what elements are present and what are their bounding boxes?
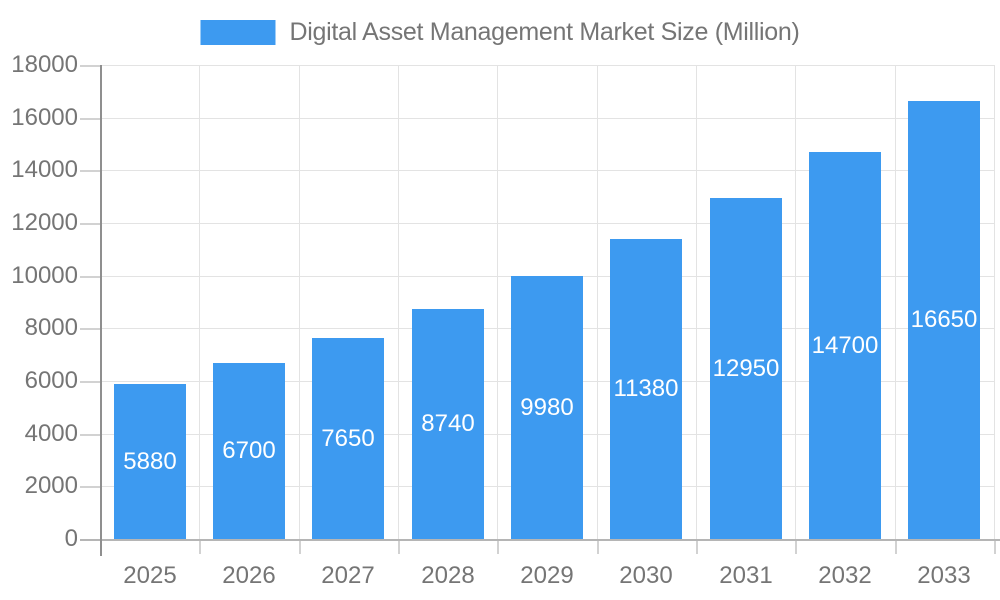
x-gridline (994, 65, 995, 539)
bar[interactable] (312, 338, 384, 539)
x-tick-label: 2028 (421, 562, 475, 589)
y-tick-label: 8000 (24, 314, 78, 341)
bar[interactable] (710, 198, 782, 539)
bar[interactable] (213, 363, 285, 539)
bar[interactable] (114, 384, 186, 539)
legend-label: Digital Asset Management Market Size (Mi… (289, 18, 800, 46)
legend-item[interactable]: Digital Asset Management Market Size (Mi… (200, 18, 800, 47)
x-axis-tick (895, 539, 897, 554)
bar-value-label: 6700 (222, 437, 276, 464)
x-gridline (895, 65, 896, 539)
x-tick-label: 2030 (619, 562, 673, 589)
x-axis-tick (398, 539, 400, 554)
x-tick-label: 2027 (321, 562, 375, 589)
y-tick-label: 10000 (11, 262, 78, 289)
x-axis-tick (497, 539, 499, 554)
y-gridline (100, 65, 994, 66)
x-tick-label: 2033 (917, 562, 971, 589)
y-tick-label: 16000 (11, 104, 78, 131)
x-axis-tick (299, 539, 301, 554)
y-tick-label: 18000 (11, 51, 78, 78)
x-axis-tick (994, 539, 996, 554)
x-gridline (199, 65, 200, 539)
bar-value-label: 16650 (910, 306, 978, 333)
bar[interactable] (511, 276, 583, 539)
y-axis-tick (80, 118, 100, 120)
y-axis-tick (80, 65, 100, 67)
x-gridline (597, 65, 598, 539)
bar[interactable] (908, 101, 980, 539)
y-tick-label: 4000 (24, 420, 78, 447)
y-axis-line (100, 65, 102, 556)
y-axis-tick (80, 328, 100, 330)
x-gridline (398, 65, 399, 539)
y-axis-tick (80, 381, 100, 383)
y-gridline (100, 223, 994, 224)
bar-value-label: 9980 (520, 394, 574, 421)
x-tick-label: 2025 (123, 562, 177, 589)
x-axis-tick (795, 539, 797, 554)
bar[interactable] (610, 239, 682, 539)
bar-value-label: 7650 (321, 425, 375, 452)
x-gridline (299, 65, 300, 539)
x-axis-tick (199, 539, 201, 554)
x-tick-label: 2031 (719, 562, 773, 589)
y-axis-tick (80, 276, 100, 278)
x-tick-label: 2026 (222, 562, 276, 589)
bar[interactable] (412, 309, 484, 539)
y-tick-label: 6000 (24, 367, 78, 394)
y-axis-tick (80, 170, 100, 172)
bar-value-label: 8740 (421, 410, 475, 437)
y-tick-label: 12000 (11, 209, 78, 236)
x-axis-tick (597, 539, 599, 554)
bar-value-label: 11380 (613, 375, 679, 402)
x-tick-label: 2032 (818, 562, 872, 589)
y-tick-label: 2000 (24, 472, 78, 499)
x-axis-tick (696, 539, 698, 554)
x-gridline (795, 65, 796, 539)
y-tick-label: 14000 (11, 156, 78, 183)
x-axis-line (80, 539, 1000, 541)
bar-value-label: 5880 (123, 448, 177, 475)
x-gridline (696, 65, 697, 539)
y-axis-tick (80, 486, 100, 488)
x-tick-label: 2029 (520, 562, 574, 589)
y-axis-tick (80, 223, 100, 225)
y-tick-label: 0 (64, 525, 78, 552)
y-gridline (100, 170, 994, 171)
y-axis-tick (80, 434, 100, 436)
bar[interactable] (809, 152, 881, 539)
y-gridline (100, 118, 994, 119)
x-gridline (497, 65, 498, 539)
bar-value-label: 14700 (811, 332, 879, 359)
bar-value-label: 12950 (712, 355, 780, 382)
legend-swatch (200, 20, 276, 45)
